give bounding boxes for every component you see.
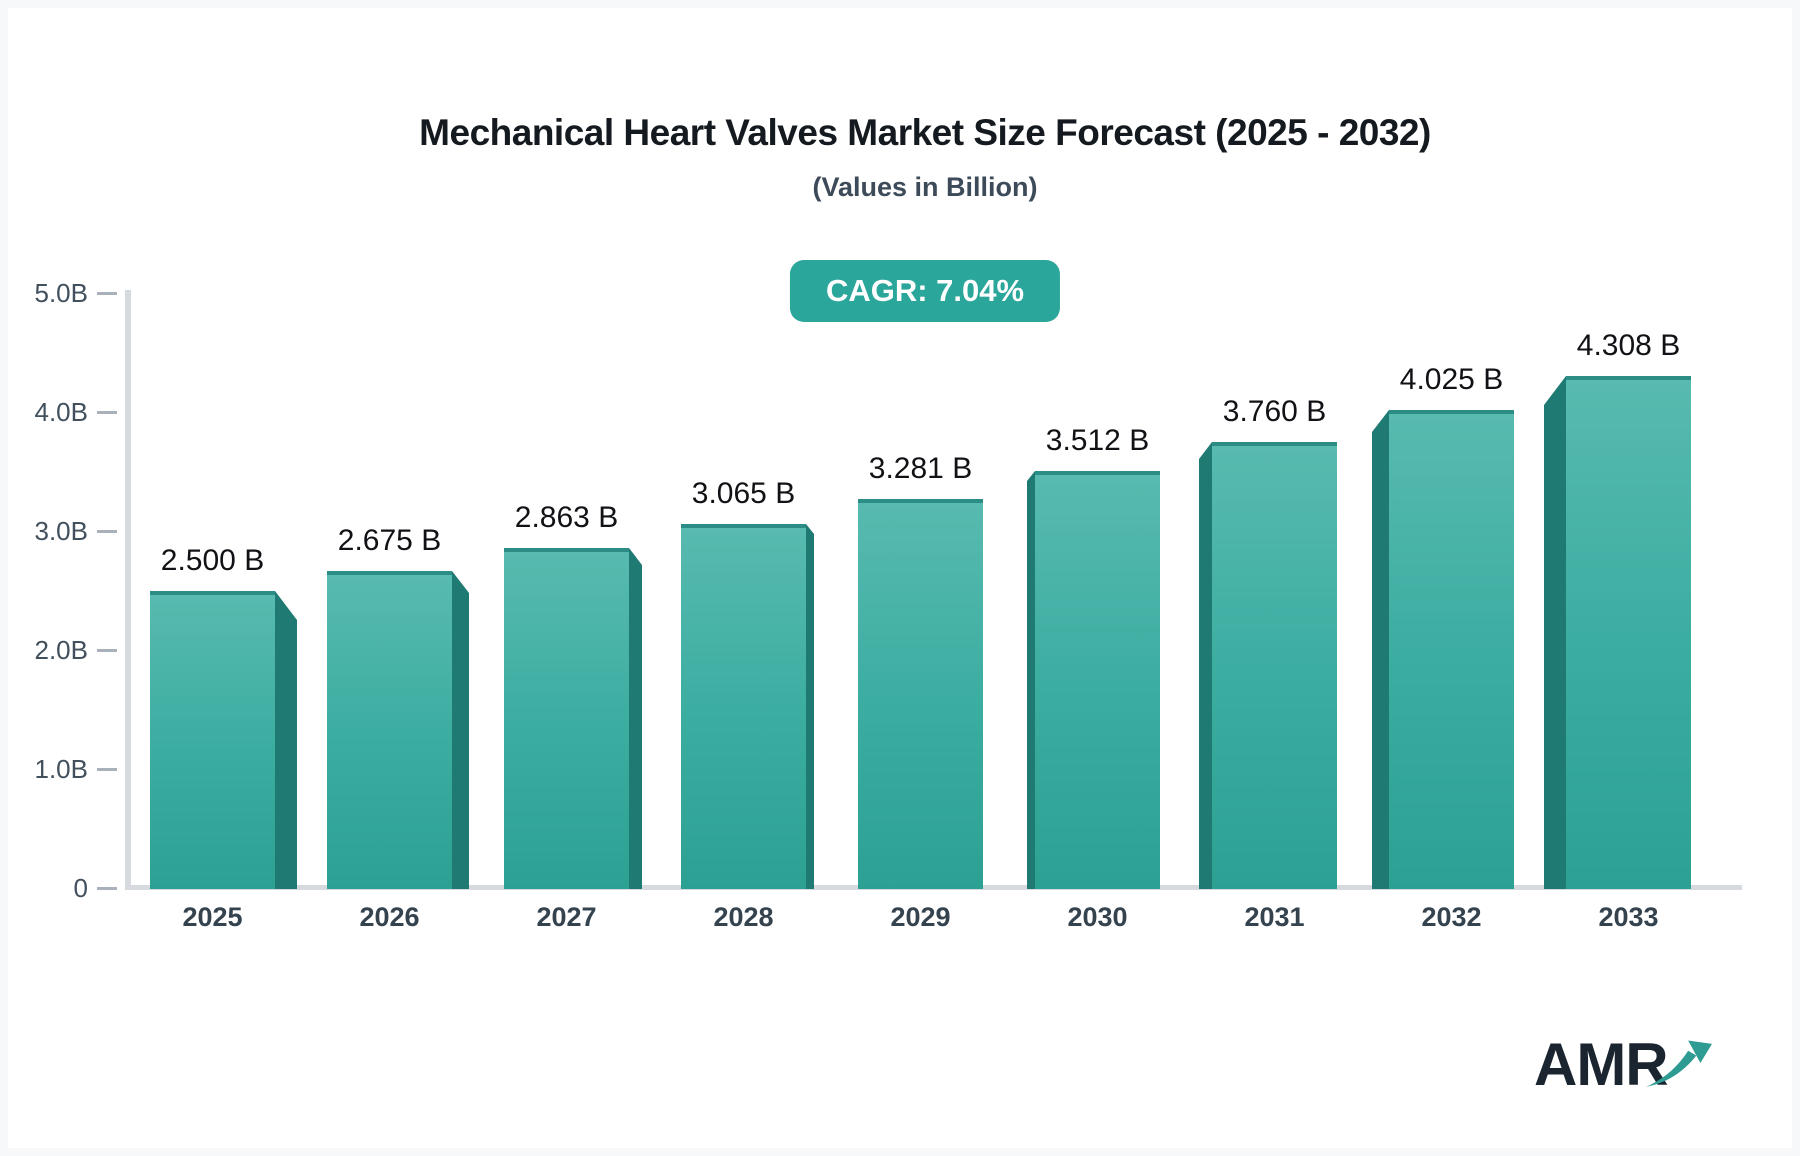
x-axis-label: 2025	[182, 902, 243, 932]
chart-title: Mechanical Heart Valves Market Size Fore…	[419, 112, 1431, 153]
bar-side-face	[1027, 471, 1035, 889]
bar-value-label: 3.065 B	[691, 477, 796, 510]
y-axis-tick	[97, 530, 117, 533]
bar-2027	[504, 548, 629, 889]
bar-side-face	[275, 591, 297, 889]
chart-subtitle: (Values in Billion)	[812, 172, 1038, 202]
bar-value-label: 4.308 B	[1576, 329, 1681, 362]
bar-side-face	[629, 548, 642, 889]
y-axis-label: 0	[73, 873, 88, 903]
bar-2025	[150, 591, 275, 889]
x-axis-label: 2032	[1421, 902, 1482, 932]
y-axis-label: 5.0B	[34, 278, 89, 308]
bar-value-label: 4.025 B	[1399, 363, 1504, 396]
bar-side-face	[1372, 410, 1389, 889]
y-axis-tick	[97, 649, 117, 652]
y-axis-label: 3.0B	[34, 516, 89, 546]
cagr-badge: CAGR: 7.04%	[789, 260, 1061, 322]
amr-logo: AMR	[1534, 1030, 1714, 1110]
x-axis-label: 2028	[713, 902, 774, 932]
y-axis-label: 1.0B	[34, 754, 89, 784]
bar-2029	[858, 499, 983, 889]
x-axis-label: 2031	[1244, 902, 1305, 932]
y-axis-label: 4.0B	[34, 397, 89, 427]
bar-value-label: 2.863 B	[514, 501, 619, 534]
bar-side-face	[806, 524, 814, 889]
y-axis-tick	[97, 411, 117, 414]
bar-value-label: 3.760 B	[1222, 395, 1327, 428]
bar-value-label: 2.500 B	[160, 544, 265, 577]
y-axis-label: 2.0B	[34, 635, 89, 665]
bar-side-face	[1544, 376, 1566, 889]
bar-side-face	[1199, 442, 1212, 889]
y-axis-tick	[97, 768, 117, 771]
y-axis-line	[125, 290, 131, 889]
bar-2033	[1566, 376, 1691, 889]
y-axis-tick	[97, 292, 117, 295]
x-axis-label: 2026	[359, 902, 420, 932]
amr-logo-text: AMR	[1534, 1031, 1669, 1098]
bar-2028	[681, 524, 806, 889]
bar-value-label: 3.512 B	[1045, 424, 1150, 457]
bar-side-face	[452, 571, 469, 889]
bar-2032	[1389, 410, 1514, 889]
bar-2030	[1035, 471, 1160, 889]
x-axis-label: 2027	[536, 902, 597, 932]
y-axis-tick	[97, 887, 117, 890]
x-axis-label: 2030	[1067, 902, 1128, 932]
growth-arrow-icon	[1646, 1040, 1712, 1087]
bar-value-label: 3.281 B	[868, 452, 973, 485]
bar-value-label: 2.675 B	[337, 524, 442, 557]
x-axis-label: 2033	[1598, 902, 1659, 932]
bar-2026	[327, 571, 452, 889]
x-axis-label: 2029	[890, 902, 951, 932]
bar-2031	[1212, 442, 1337, 889]
